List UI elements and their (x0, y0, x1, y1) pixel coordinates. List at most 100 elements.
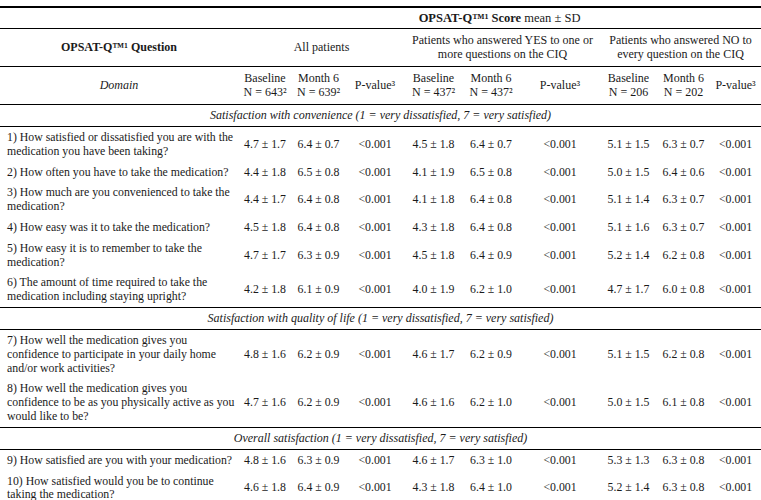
value-cell: <0.001 (710, 272, 761, 307)
value-cell: 5.1 ± 1.5 (600, 330, 657, 379)
value-cell: 6.4 ± 0.8 (292, 182, 345, 217)
value-cell: 4.1 ± 1.8 (405, 182, 462, 217)
score-title-rest: mean ± SD (521, 11, 580, 25)
value-cell: 6.3 ± 0.7 (657, 182, 710, 217)
value-cell: 5.2 ± 1.4 (600, 471, 657, 500)
question-cell: 2) How often you have to take the medica… (0, 162, 238, 183)
value-cell: <0.001 (345, 238, 405, 273)
value-cell: 6.3 ± 0.8 (657, 471, 710, 500)
value-cell: 5.2 ± 1.4 (600, 238, 657, 273)
column-header-baseline-all: BaselineN = 643² (238, 66, 292, 104)
score-title: OPSAT-Q™¹ Score mean ± SD (238, 7, 761, 29)
value-cell: <0.001 (710, 182, 761, 217)
value-cell: 4.3 ± 1.8 (405, 217, 462, 238)
value-cell: 6.1 ± 0.8 (657, 378, 710, 427)
column-header-line1: Month 6 (663, 71, 704, 85)
column-header-line1: Month 6 (470, 71, 511, 85)
column-header-line1: Month 6 (298, 71, 339, 85)
table-row-q2: 2) How often you have to take the medica… (0, 162, 761, 183)
value-cell: 6.5 ± 0.8 (462, 162, 520, 183)
value-cell: <0.001 (345, 378, 405, 427)
value-cell: <0.001 (520, 182, 600, 217)
value-cell: 6.0 ± 0.8 (657, 272, 710, 307)
column-header-line2: N = 202 (664, 85, 703, 99)
value-cell: 4.6 ± 1.6 (405, 378, 462, 427)
value-cell: 4.7 ± 1.6 (238, 378, 292, 427)
value-cell: <0.001 (710, 378, 761, 427)
value-cell: 6.3 ± 0.9 (292, 238, 345, 273)
question-cell: 10) How satisfied would you be to contin… (0, 471, 238, 500)
value-cell: 4.6 ± 1.7 (405, 330, 462, 379)
column-header-month6-no: Month 6N = 202 (657, 66, 710, 104)
value-cell: 4.6 ± 1.7 (405, 449, 462, 470)
section-header-convenience: Satisfaction with convenience (1 = very … (0, 105, 761, 127)
column-header-pvalue-yes: P-value³ (520, 66, 600, 104)
value-cell: <0.001 (345, 330, 405, 379)
value-cell: <0.001 (520, 217, 600, 238)
question-cell: 8) How well the medication gives you con… (0, 378, 238, 427)
value-cell: <0.001 (710, 471, 761, 500)
value-cell: 4.7 ± 1.7 (600, 272, 657, 307)
value-cell: 6.2 ± 0.8 (657, 330, 710, 379)
value-cell: 4.4 ± 1.8 (238, 162, 292, 183)
value-cell: 5.1 ± 1.4 (600, 182, 657, 217)
value-cell: 6.4 ± 0.9 (462, 238, 520, 273)
column-header-line2: N = 437² (412, 85, 455, 99)
column-header-baseline-yes: BaselineN = 437² (405, 66, 462, 104)
value-cell: <0.001 (520, 127, 600, 162)
question-cell: 7) How well the medication gives you con… (0, 330, 238, 379)
subcolumn-header-row: Domain BaselineN = 643² Month 6N = 639² … (0, 66, 761, 104)
value-cell: 5.0 ± 1.5 (600, 378, 657, 427)
section-title: Satisfaction with quality of life (1 = v… (0, 308, 761, 330)
value-cell: 6.2 ± 1.0 (462, 378, 520, 427)
value-cell: 5.1 ± 1.6 (600, 217, 657, 238)
table-row-q10: 10) How satisfied would you be to contin… (0, 471, 761, 500)
value-cell: 4.6 ± 1.8 (238, 471, 292, 500)
value-cell: 6.2 ± 1.0 (462, 272, 520, 307)
column-header-line2: N = 206 (609, 85, 648, 99)
group-header-row: OPSAT-Q™¹ Question All patients Patients… (0, 29, 761, 67)
table-row-q6: 6) The amount of time required to take t… (0, 272, 761, 307)
section-title: Overall satisfaction (1 = very dissatisf… (0, 427, 761, 449)
value-cell: 4.8 ± 1.6 (238, 449, 292, 470)
opsat-score-table: OPSAT-Q™¹ Score mean ± SD OPSAT-Q™¹ Ques… (0, 6, 761, 500)
value-cell: <0.001 (710, 162, 761, 183)
value-cell: 6.3 ± 0.7 (657, 127, 710, 162)
value-cell: <0.001 (710, 127, 761, 162)
group-header-no-ciq: Patients who answered NO to every questi… (600, 29, 761, 67)
table-row-q7: 7) How well the medication gives you con… (0, 330, 761, 379)
value-cell: 6.4 ± 0.8 (292, 217, 345, 238)
value-cell: 5.3 ± 1.3 (600, 449, 657, 470)
value-cell: <0.001 (345, 182, 405, 217)
value-cell: <0.001 (345, 449, 405, 470)
question-cell: 9) How satisfied are you with your medic… (0, 449, 238, 470)
value-cell: 6.1 ± 0.9 (292, 272, 345, 307)
group-header-yes-ciq: Patients who answered YES to one or more… (405, 29, 600, 67)
question-cell: 4) How easy was it to take the medicatio… (0, 217, 238, 238)
table-row-q4: 4) How easy was it to take the medicatio… (0, 217, 761, 238)
value-cell: 5.1 ± 1.5 (600, 127, 657, 162)
question-cell: 5) How easy it is to remember to take th… (0, 238, 238, 273)
question-cell: 1) How satisfied or dissatisfied you are… (0, 127, 238, 162)
value-cell: 4.5 ± 1.8 (405, 238, 462, 273)
section-header-quality-of-life: Satisfaction with quality of life (1 = v… (0, 308, 761, 330)
table-row-q1: 1) How satisfied or dissatisfied you are… (0, 127, 761, 162)
column-header-pvalue-no: P-value³ (710, 66, 761, 104)
value-cell: <0.001 (345, 127, 405, 162)
value-cell: 6.4 ± 0.8 (462, 182, 520, 217)
value-cell: 6.2 ± 0.9 (292, 330, 345, 379)
value-cell: 6.2 ± 0.9 (462, 330, 520, 379)
table-row-q5: 5) How easy it is to remember to take th… (0, 238, 761, 273)
value-cell: <0.001 (520, 330, 600, 379)
column-header-line2: N = 437² (469, 85, 512, 99)
empty-corner-cell (0, 7, 238, 29)
column-header-pvalue-all: P-value³ (345, 66, 405, 104)
question-column-header: OPSAT-Q™¹ Question (0, 29, 238, 67)
column-header-line1: P-value³ (540, 78, 580, 92)
value-cell: 4.5 ± 1.8 (238, 217, 292, 238)
value-cell: 6.4 ± 0.7 (462, 127, 520, 162)
question-cell: 3) How much are you convenienced to take… (0, 182, 238, 217)
value-cell: 6.5 ± 0.8 (292, 162, 345, 183)
column-header-line2: N = 639² (297, 85, 340, 99)
score-header-row: OPSAT-Q™¹ Score mean ± SD (0, 7, 761, 29)
